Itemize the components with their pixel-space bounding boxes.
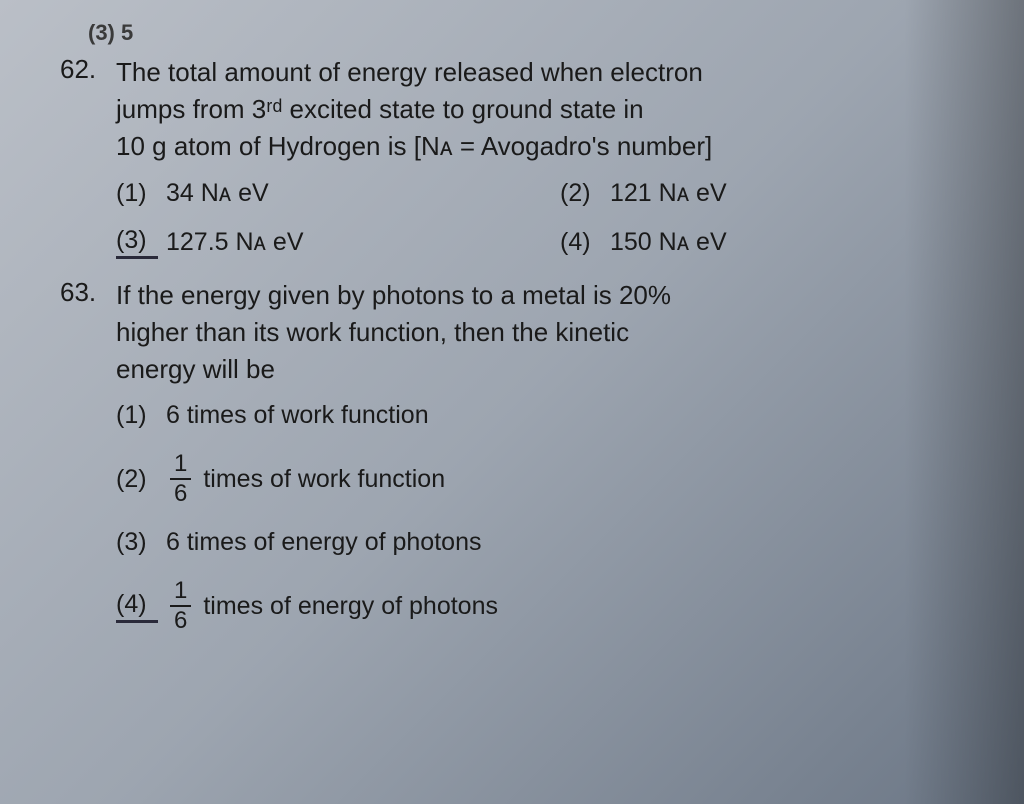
q63-option-2-tail: times of work function — [203, 465, 445, 494]
q63-line1: If the energy given by photons to a meta… — [116, 280, 671, 310]
q62-option-3-label: 127.5 Nᴀ eV — [166, 228, 304, 257]
q63-line2: higher than its work function, then the … — [116, 317, 629, 347]
q63-option-4-tail: times of energy of photons — [203, 592, 498, 621]
q62-option-1[interactable]: (1) 34 Nᴀ eV — [116, 179, 520, 208]
q63-option-4-frac-den: 6 — [170, 605, 191, 633]
q63-option-4-num: (4) — [116, 590, 158, 623]
question-63: 63. If the energy given by photons to a … — [60, 277, 964, 634]
q62-option-2-label: 121 Nᴀ eV — [610, 179, 727, 208]
q62-number: 62. — [60, 54, 116, 85]
q63-option-2-fraction: 1 6 — [170, 452, 191, 506]
q63-option-3[interactable]: (3) 6 times of energy of photons — [116, 528, 964, 557]
q63-option-2-num: (2) — [116, 465, 158, 494]
q63-option-4-frac-num: 1 — [170, 579, 191, 605]
q62-option-2-num: (2) — [560, 179, 602, 208]
q63-option-1-num: (1) — [116, 401, 158, 430]
q62-option-1-num: (1) — [116, 179, 158, 208]
q62-line1: The total amount of energy released when… — [116, 57, 703, 87]
q62-option-3-num: (3) — [116, 226, 158, 259]
q63-option-2-frac-den: 6 — [170, 478, 191, 506]
q62-option-2[interactable]: (2) 121 Nᴀ eV — [560, 179, 964, 208]
q62-text: The total amount of energy released when… — [116, 54, 712, 165]
q62-line2: jumps from 3ʳᵈ excited state to ground s… — [116, 94, 644, 124]
q63-line3: energy will be — [116, 354, 275, 384]
q62-option-4-num: (4) — [560, 228, 602, 257]
q63-option-1-label: 6 times of work function — [166, 401, 429, 430]
q63-options: (1) 6 times of work function (2) 1 6 tim… — [116, 401, 964, 633]
q63-option-4[interactable]: (4) 1 6 times of energy of photons — [116, 579, 964, 633]
q62-option-4[interactable]: (4) 150 Nᴀ eV — [560, 226, 964, 259]
q62-line3: 10 g atom of Hydrogen is [Nᴀ = Avogadro'… — [116, 131, 712, 161]
question-62: 62. The total amount of energy released … — [60, 54, 964, 259]
q62-options: (1) 34 Nᴀ eV (2) 121 Nᴀ eV (3) 127.5 Nᴀ … — [116, 179, 964, 259]
q62-option-1-label: 34 Nᴀ eV — [166, 179, 269, 208]
q63-option-2-frac-num: 1 — [170, 452, 191, 478]
q63-option-1[interactable]: (1) 6 times of work function — [116, 401, 964, 430]
q63-option-3-num: (3) — [116, 528, 158, 557]
q63-option-4-fraction: 1 6 — [170, 579, 191, 633]
q62-option-4-label: 150 Nᴀ eV — [610, 228, 727, 257]
partial-previous-option: (3) 5 — [60, 20, 964, 46]
q63-text: If the energy given by photons to a meta… — [116, 277, 671, 388]
q63-option-3-label: 6 times of energy of photons — [166, 528, 481, 557]
q63-option-2[interactable]: (2) 1 6 times of work function — [116, 452, 964, 506]
q62-option-3[interactable]: (3) 127.5 Nᴀ eV — [116, 226, 520, 259]
q63-number: 63. — [60, 277, 116, 308]
